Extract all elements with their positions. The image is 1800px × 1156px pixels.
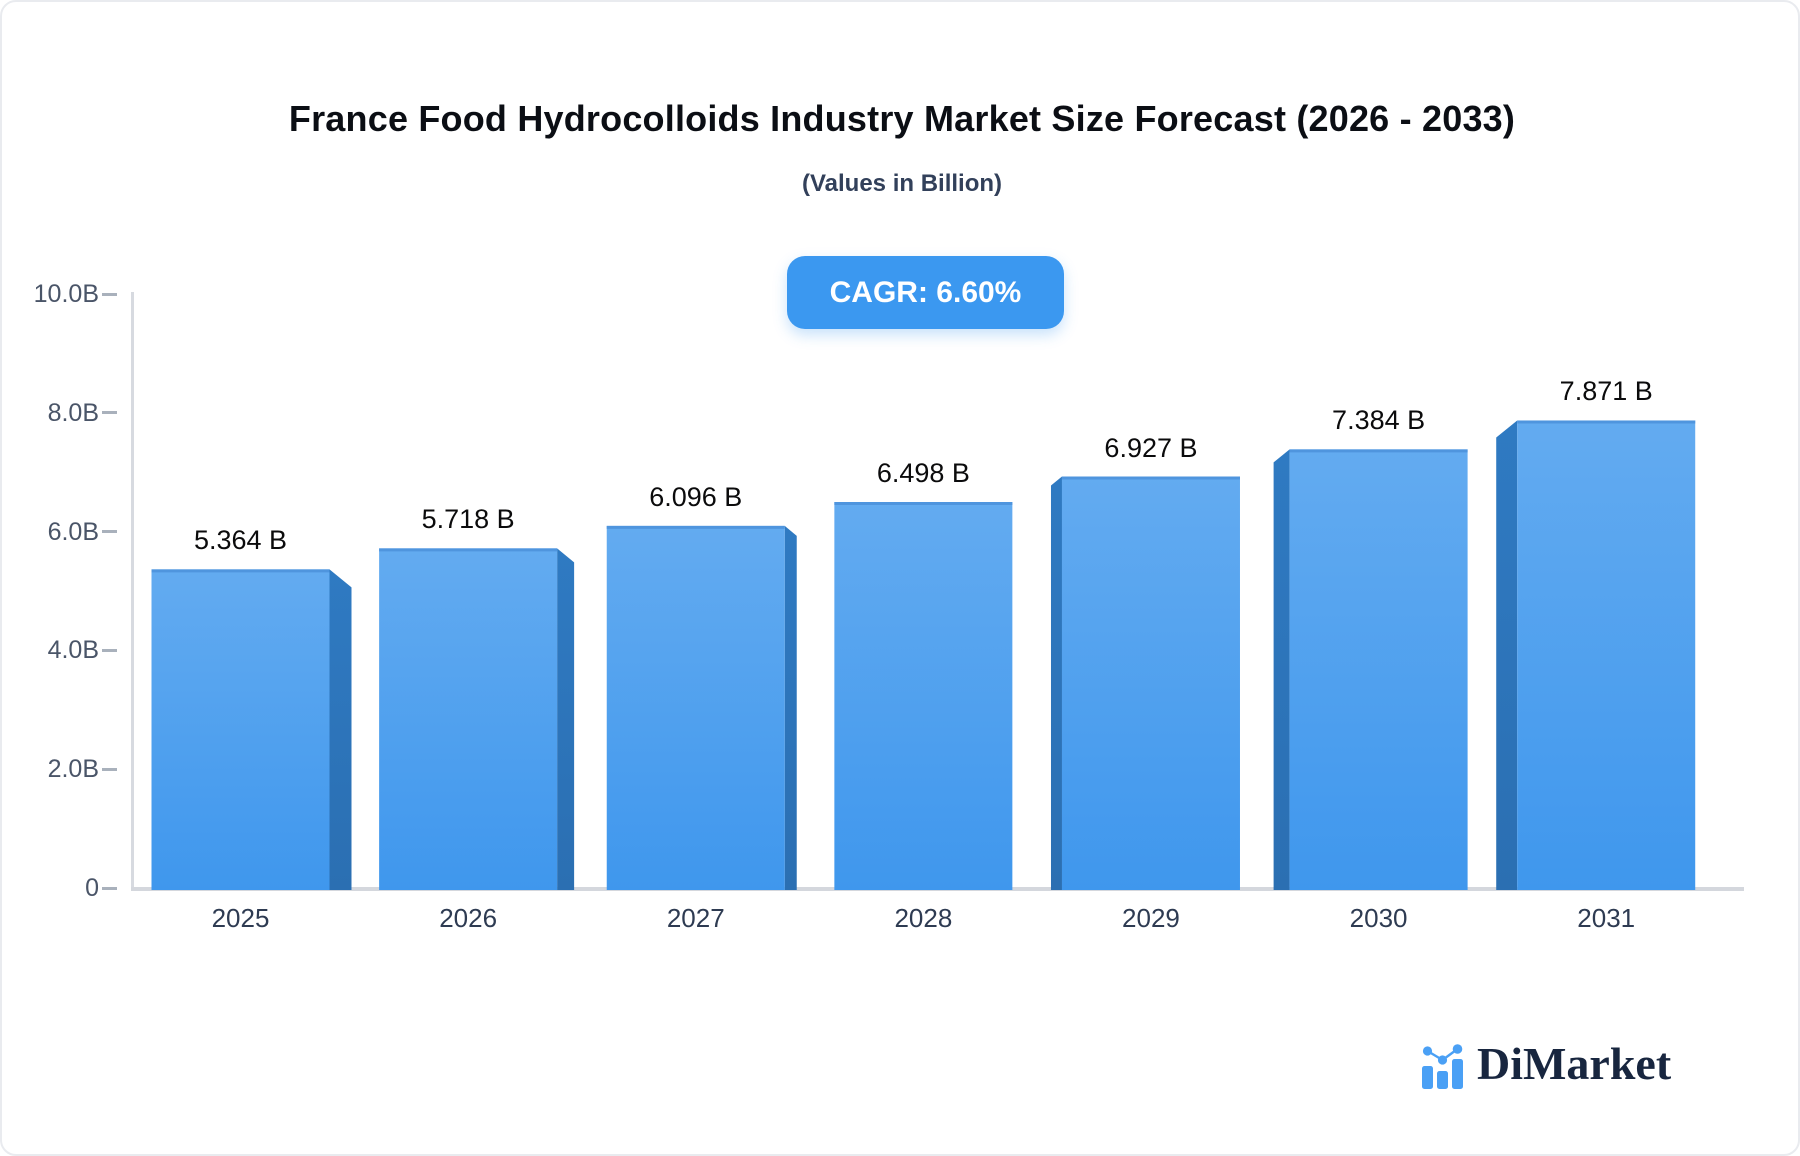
y-tick-label-6.0B: 6.0B: [47, 517, 99, 546]
bar-side-2030: [1273, 449, 1290, 890]
y-tick-label-0: 0: [85, 874, 99, 902]
dimarket-logo: DiMarket: [1417, 1038, 1671, 1090]
x-tick-label-2028: 2028: [894, 903, 953, 933]
bar-side-2031: [1496, 420, 1518, 890]
y-tick-label-10.0B: 10.0B: [33, 280, 99, 308]
value-label-2028: 6.498 B: [876, 458, 970, 489]
bar-2025: [151, 569, 330, 890]
x-tick-label-2026: 2026: [439, 903, 498, 933]
y-tick-dash: [102, 886, 117, 890]
bar-side-2025: [329, 569, 352, 890]
dimarket-logo-icon: [1422, 1044, 1463, 1089]
x-tick-label-2029: 2029: [1122, 903, 1180, 933]
x-tick-label-2025: 2025: [211, 903, 270, 933]
cagr-badge: CAGR: 6.60%: [787, 256, 1064, 329]
cagr-badge-label: CAGR: 6.60%: [829, 275, 1022, 309]
value-label-2031: 7.871 B: [1559, 376, 1653, 407]
y-tick-dash: [102, 648, 117, 652]
value-label-2026: 5.718 B: [421, 504, 515, 535]
chart-title: France Food Hydrocolloids Industry Marke…: [288, 98, 1516, 139]
y-tick-dash: [102, 292, 117, 296]
y-tick-label-4.0B: 4.0B: [47, 636, 99, 665]
y-tick-label-8.0B: 8.0B: [47, 398, 99, 427]
y-tick-dash: [102, 767, 117, 771]
bar-2026: [379, 548, 558, 890]
bar-2027: [606, 525, 785, 890]
bar-2031: [1517, 420, 1696, 890]
y-axis-line: [131, 292, 134, 890]
x-tick-label-2027: 2027: [666, 903, 725, 933]
value-label-2025: 5.364 B: [193, 525, 288, 556]
bar-side-2027: [784, 525, 797, 890]
dimarket-logo-text: DiMarket: [1477, 1038, 1672, 1089]
chart-subtitle: (Values in Billion): [801, 170, 1003, 197]
value-label-2027: 6.096 B: [649, 481, 743, 512]
y-tick-dash: [102, 530, 117, 534]
x-tick-label-2031: 2031: [1577, 903, 1636, 933]
y-tick-dash: [102, 411, 117, 415]
value-label-2029: 6.927 B: [1104, 432, 1198, 463]
value-label-2030: 7.384 B: [1332, 405, 1426, 436]
bar-2030: [1289, 449, 1468, 890]
bar-2028: [834, 502, 1013, 890]
bar-side-2026: [557, 548, 575, 890]
x-tick-label-2030: 2030: [1349, 903, 1408, 933]
bar-2029: [1061, 476, 1240, 890]
bar-side-2029: [1050, 476, 1062, 890]
y-tick-label-2.0B: 2.0B: [47, 755, 99, 784]
